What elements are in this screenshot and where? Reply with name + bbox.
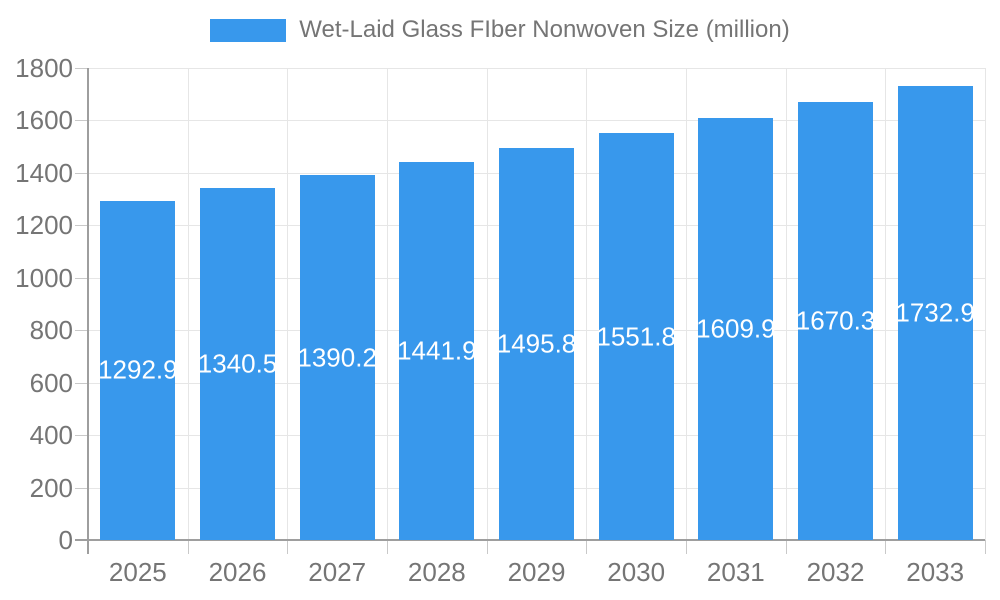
h-gridline bbox=[88, 120, 985, 122]
x-axis-tick bbox=[187, 540, 189, 554]
bar bbox=[200, 188, 275, 540]
y-tick-label: 800 bbox=[29, 315, 73, 346]
v-gridline bbox=[785, 68, 787, 540]
y-tick-label: 1200 bbox=[15, 210, 73, 241]
x-axis-tick bbox=[686, 540, 687, 554]
y-axis-tick bbox=[75, 120, 88, 122]
x-tick-label: 2032 bbox=[806, 557, 865, 587]
y-axis-tick bbox=[75, 330, 88, 332]
h-gridline bbox=[88, 68, 985, 69]
y-axis-line bbox=[87, 68, 89, 554]
bar bbox=[499, 147, 574, 540]
y-axis-tick bbox=[75, 277, 88, 279]
bar-value-label: 1670.3 bbox=[795, 305, 876, 336]
x-tick-label: 2029 bbox=[507, 557, 566, 587]
bar-value-label: 1340.5 bbox=[197, 348, 278, 379]
bar bbox=[100, 200, 176, 540]
x-axis-tick bbox=[885, 540, 887, 554]
y-axis-tick bbox=[75, 435, 88, 437]
bar-value-label: 1292.9 bbox=[98, 354, 178, 385]
legend-swatch bbox=[210, 18, 287, 42]
y-tick-label: 600 bbox=[29, 367, 73, 398]
legend-label: Wet-Laid Glass FIber Nonwoven Size (mill… bbox=[299, 16, 790, 43]
y-tick-label: 1600 bbox=[15, 105, 73, 136]
y-axis-tick bbox=[75, 225, 88, 227]
x-axis-tick bbox=[785, 540, 787, 554]
bar-value-label: 1609.9 bbox=[696, 313, 776, 344]
bar bbox=[299, 175, 375, 540]
y-axis-tick bbox=[75, 487, 88, 489]
x-tick-label: 2030 bbox=[607, 557, 666, 587]
y-tick-label: 200 bbox=[29, 472, 73, 503]
bar-value-label: 1495.8 bbox=[496, 328, 577, 359]
x-tick-label: 2026 bbox=[208, 557, 267, 587]
bar bbox=[897, 85, 973, 540]
x-tick-label: 2031 bbox=[706, 557, 765, 587]
v-gridline bbox=[387, 68, 388, 540]
v-gridline bbox=[287, 68, 289, 540]
bar bbox=[598, 133, 674, 540]
y-axis-tick bbox=[75, 68, 88, 69]
y-axis-tick bbox=[75, 382, 88, 384]
v-gridline bbox=[187, 68, 189, 540]
x-axis-tick bbox=[985, 540, 986, 554]
legend: Wet-Laid Glass FIber Nonwoven Size (mill… bbox=[0, 16, 1000, 44]
x-axis-tick bbox=[287, 540, 289, 554]
x-tick-label: 2028 bbox=[407, 557, 466, 587]
bar bbox=[698, 117, 774, 540]
x-tick-label: 2033 bbox=[906, 557, 965, 587]
bar bbox=[399, 161, 475, 540]
bar-value-label: 1732.9 bbox=[895, 297, 975, 328]
y-tick-label: 400 bbox=[29, 420, 73, 451]
y-tick-label: 1800 bbox=[15, 53, 73, 83]
x-axis-tick bbox=[486, 540, 488, 554]
y-tick-label: 0 bbox=[58, 525, 73, 555]
v-gridline bbox=[885, 68, 887, 540]
bar-value-label: 1441.9 bbox=[397, 335, 477, 366]
v-gridline bbox=[985, 68, 986, 540]
y-axis-tick bbox=[75, 172, 88, 174]
x-tick-label: 2027 bbox=[308, 557, 367, 587]
v-gridline bbox=[686, 68, 687, 540]
x-axis-line bbox=[75, 539, 985, 541]
v-gridline bbox=[586, 68, 588, 540]
y-tick-label: 1400 bbox=[15, 157, 73, 188]
x-tick-label: 2025 bbox=[108, 557, 167, 587]
y-tick-label: 1000 bbox=[15, 262, 73, 293]
x-axis-tick bbox=[586, 540, 588, 554]
x-axis-tick bbox=[387, 540, 388, 554]
bar-value-label: 1551.8 bbox=[596, 321, 676, 352]
v-gridline bbox=[486, 68, 488, 540]
bar bbox=[798, 102, 873, 540]
bar-value-label: 1390.2 bbox=[297, 342, 377, 373]
